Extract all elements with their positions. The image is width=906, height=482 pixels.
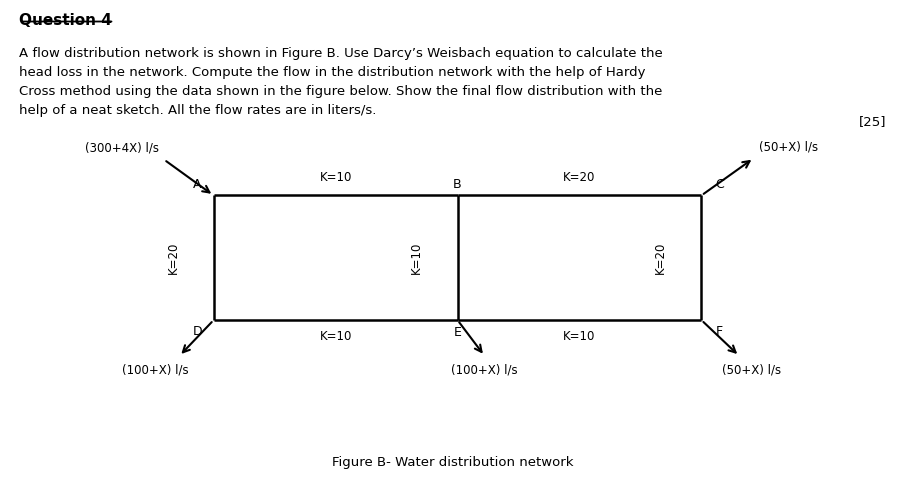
Text: K=10: K=10 (564, 330, 595, 343)
Text: K=10: K=10 (320, 171, 352, 184)
Text: Question 4: Question 4 (19, 13, 112, 28)
Text: C: C (715, 178, 724, 191)
Text: B: B (453, 178, 462, 191)
Text: Figure B- Water distribution network: Figure B- Water distribution network (333, 455, 573, 469)
Text: F: F (716, 325, 723, 338)
Text: K=20: K=20 (564, 171, 595, 184)
Text: K=10: K=10 (410, 241, 423, 274)
Text: (50+X) l/s: (50+X) l/s (759, 140, 818, 153)
Text: D: D (193, 325, 202, 338)
Text: (50+X) l/s: (50+X) l/s (721, 363, 781, 376)
Text: (100+X) l/s: (100+X) l/s (451, 363, 518, 376)
Text: A: A (193, 178, 202, 191)
Text: (300+4X) l/s: (300+4X) l/s (85, 142, 159, 155)
Text: E: E (454, 326, 461, 339)
Text: [25]: [25] (859, 116, 887, 128)
Text: A flow distribution network is shown in Figure B. Use Darcy’s Weisbach equation : A flow distribution network is shown in … (19, 47, 663, 117)
Text: K=20: K=20 (167, 241, 179, 274)
Text: K=20: K=20 (654, 241, 667, 274)
Text: K=10: K=10 (320, 330, 352, 343)
Text: (100+X) l/s: (100+X) l/s (121, 363, 188, 376)
